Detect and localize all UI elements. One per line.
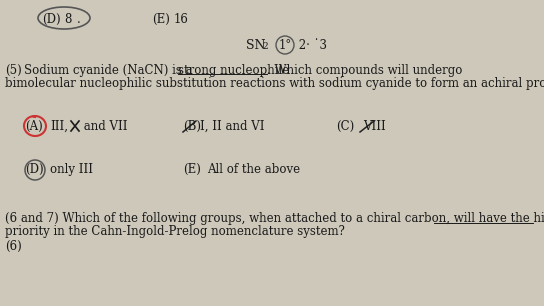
- Text: (5): (5): [5, 64, 22, 77]
- Text: (D): (D): [25, 163, 44, 176]
- Text: (D): (D): [42, 13, 60, 26]
- Text: (B): (B): [183, 120, 201, 133]
- Text: 8: 8: [64, 13, 71, 26]
- Text: (C): (C): [336, 120, 354, 133]
- Text: 2: 2: [262, 42, 268, 51]
- Text: strong nucleophile: strong nucleophile: [178, 64, 289, 77]
- Text: only III: only III: [50, 163, 93, 176]
- Text: 1°: 1°: [279, 39, 292, 52]
- Text: 16: 16: [174, 13, 189, 26]
- Text: (E): (E): [183, 163, 201, 176]
- Text: (6): (6): [5, 240, 22, 253]
- Text: priority in the Cahn-Ingold-Prelog nomenclature system?: priority in the Cahn-Ingold-Prelog nomen…: [5, 225, 345, 238]
- Text: .: .: [77, 13, 81, 26]
- Text: Sodium cyanide (NaCN) is a: Sodium cyanide (NaCN) is a: [24, 64, 196, 77]
- Text: bimolecular nucleophilic substitution reactions with sodium cyanide to form an a: bimolecular nucleophilic substitution re…: [5, 77, 544, 90]
- Text: 2· ˙3: 2· ˙3: [295, 39, 327, 52]
- Text: SN: SN: [246, 39, 265, 52]
- Text: I, II and VI: I, II and VI: [200, 120, 264, 133]
- Text: III,: III,: [50, 120, 68, 133]
- Text: (A): (A): [25, 120, 43, 133]
- Text: . Which compounds will undergo: . Which compounds will undergo: [267, 64, 462, 77]
- Text: (6 and 7) Which of the following groups, when attached to a chiral carbon, will : (6 and 7) Which of the following groups,…: [5, 212, 544, 225]
- Text: and VII: and VII: [80, 120, 127, 133]
- Text: All of the above: All of the above: [207, 163, 300, 176]
- Text: VIII: VIII: [363, 120, 386, 133]
- Text: (E): (E): [152, 13, 170, 26]
